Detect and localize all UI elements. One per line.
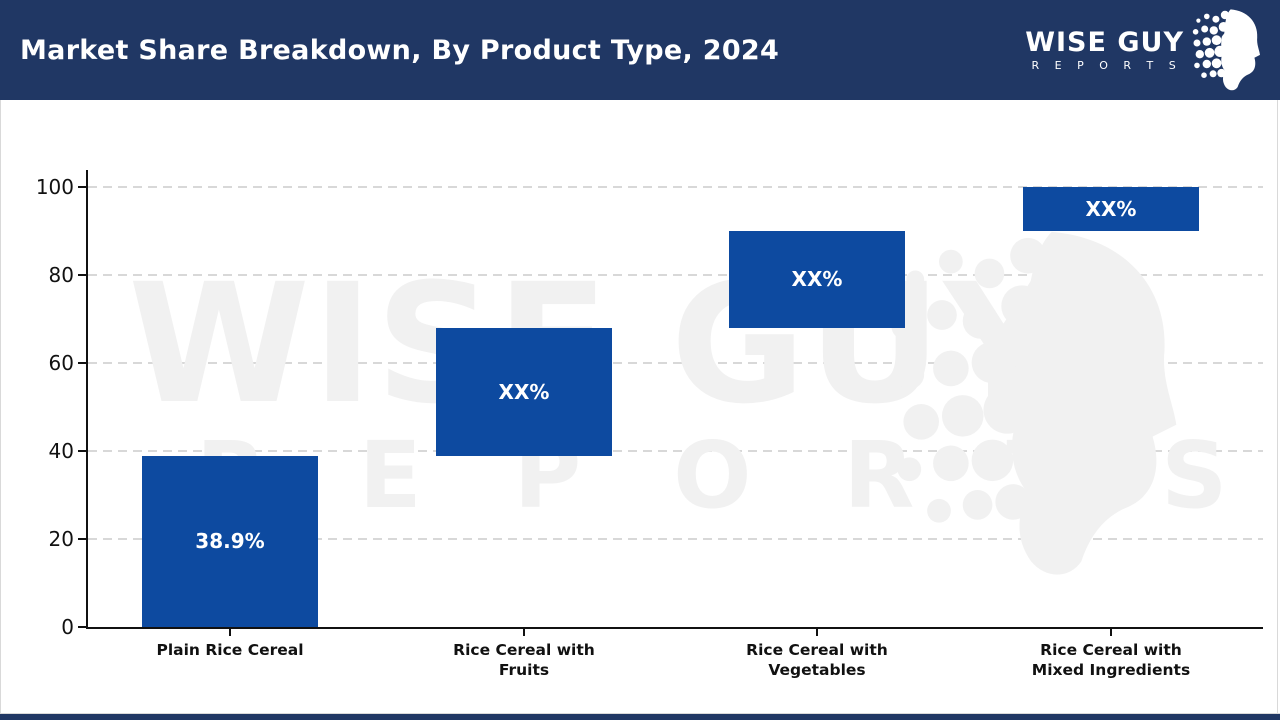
x-tick-mark <box>229 629 231 636</box>
bar <box>142 455 318 627</box>
y-axis-line <box>86 170 88 629</box>
logo-text: WISE GUY R E P O R T S <box>1025 27 1184 73</box>
y-tick-label: 20 <box>48 527 74 551</box>
y-tick-mark <box>78 186 86 188</box>
bar-value-label: 38.9% <box>195 529 265 554</box>
gridline <box>88 538 1263 540</box>
x-tick-mark <box>816 629 818 636</box>
x-category-label: Rice Cereal with Fruits <box>453 641 595 679</box>
y-tick-label: 40 <box>48 439 74 463</box>
gridline <box>88 274 1263 276</box>
logo-subtitle: R E P O R T S <box>1031 59 1182 72</box>
bar-value-label: XX% <box>498 379 550 404</box>
x-category-label: Rice Cereal with Vegetables <box>746 641 888 679</box>
y-tick-label: 60 <box>48 351 74 375</box>
y-tick-mark <box>78 450 86 452</box>
gridline <box>88 450 1263 452</box>
y-tick-mark <box>78 626 86 628</box>
bar-value-label: XX% <box>791 267 843 292</box>
x-category-label: Plain Rice Cereal <box>156 641 304 659</box>
x-category-label: Rice Cereal with Mixed Ingredients <box>1031 641 1191 679</box>
logo-wordmark: WISE GUY <box>1025 27 1184 58</box>
watermark-head-icon <box>891 231 1177 575</box>
dotted-head-icon <box>1192 9 1260 91</box>
x-axis-line <box>86 627 1263 629</box>
bar-value-label: XX% <box>1085 197 1137 221</box>
footer-accent-bar <box>0 714 1280 720</box>
bottom-hairline <box>0 713 1280 714</box>
y-tick-label: 100 <box>35 175 74 199</box>
wise-guy-reports-logo: WISE GUY R E P O R T S <box>1025 8 1264 92</box>
gridline <box>88 362 1263 364</box>
y-tick-mark <box>78 538 86 540</box>
y-tick-label: 0 <box>61 615 74 639</box>
x-tick-mark <box>523 629 525 636</box>
y-tick-label: 80 <box>48 263 74 287</box>
gridline <box>88 186 1263 188</box>
y-tick-mark <box>78 362 86 364</box>
page-title: Market Share Breakdown, By Product Type,… <box>20 34 780 66</box>
x-tick-mark <box>1110 629 1112 636</box>
bar <box>1023 187 1199 231</box>
header-band: Market Share Breakdown, By Product Type,… <box>0 0 1280 100</box>
bar <box>436 327 612 456</box>
bar <box>729 231 905 328</box>
y-tick-mark <box>78 274 86 276</box>
